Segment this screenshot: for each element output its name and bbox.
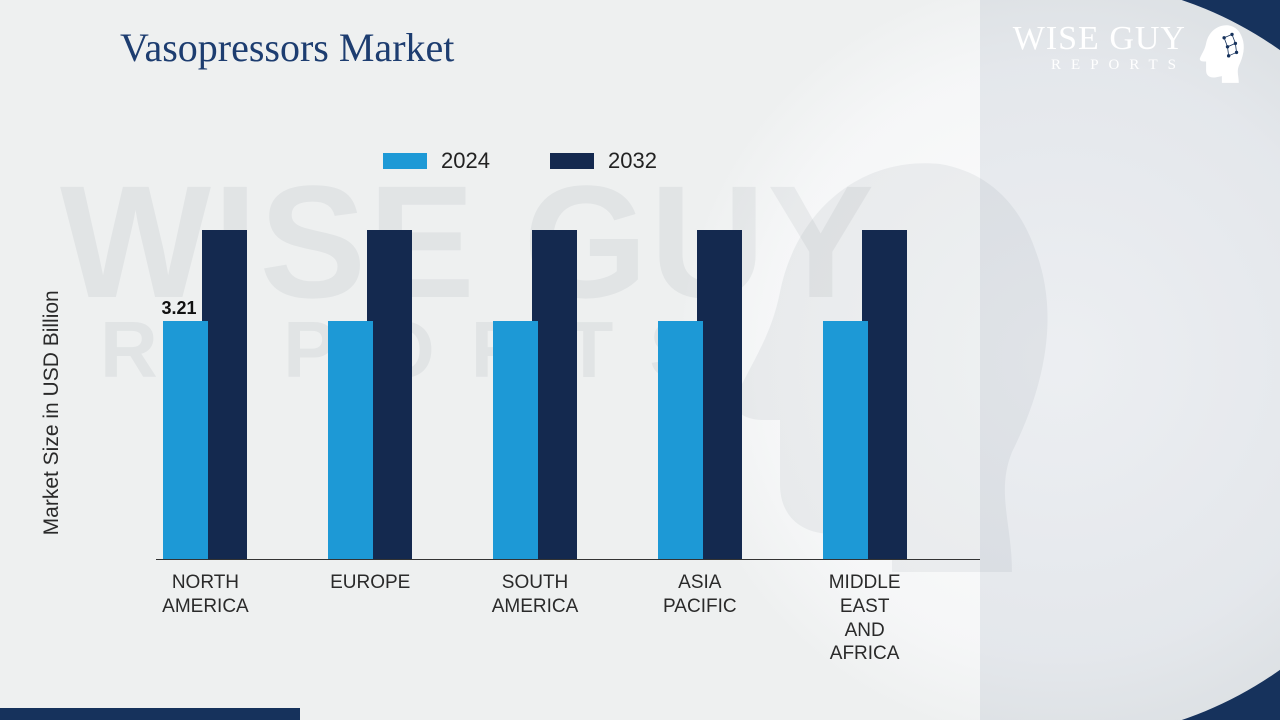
legend-swatch-2024 xyxy=(383,153,427,169)
bar-group-sa xyxy=(485,230,585,559)
bar-group-mea xyxy=(815,230,915,559)
bar-2024-sa xyxy=(493,321,538,559)
x-label-eu: EUROPE xyxy=(295,571,445,595)
bar-2032-na xyxy=(202,230,247,559)
logo-head-icon xyxy=(1194,22,1252,84)
bar-group-na: 3.21 xyxy=(155,230,255,559)
bar-2032-sa xyxy=(532,230,577,559)
bar-2024-eu xyxy=(328,321,373,559)
logo-line2: REPORTS xyxy=(1051,58,1186,73)
x-label-mea: MIDDLEEASTANDAFRICA xyxy=(790,571,940,666)
bar-value-label: 3.21 xyxy=(161,298,196,319)
bar-2024-mea xyxy=(823,321,868,559)
x-label-sa: SOUTHAMERICA xyxy=(460,571,610,619)
bar-2032-ap xyxy=(697,230,742,559)
bar-group-ap xyxy=(650,230,750,559)
logo-line1: WISE GUY xyxy=(1013,22,1186,56)
bar-group-eu xyxy=(320,230,420,559)
legend-label-2032: 2032 xyxy=(608,148,657,174)
y-axis-label: Market Size in USD Billion xyxy=(40,290,64,535)
x-label-na: NORTHAMERICA xyxy=(130,571,280,619)
bar-2032-eu xyxy=(367,230,412,559)
legend: 2024 2032 xyxy=(60,148,980,174)
chart-title: Vasopressors Market xyxy=(120,24,454,71)
plot-area: 3.21 xyxy=(156,190,980,560)
brand-logo: WISE GUY REPORTS xyxy=(1013,22,1252,84)
bar-2024-na: 3.21 xyxy=(163,321,208,559)
legend-item-2032: 2032 xyxy=(550,148,657,174)
bar-2032-mea xyxy=(862,230,907,559)
chart-region: Market Size in USD Billion 2024 2032 3.2… xyxy=(60,150,980,690)
bottom-strip xyxy=(0,708,300,720)
legend-item-2024: 2024 xyxy=(383,148,490,174)
x-label-ap: ASIAPACIFIC xyxy=(625,571,775,619)
legend-label-2024: 2024 xyxy=(441,148,490,174)
legend-swatch-2032 xyxy=(550,153,594,169)
chart-canvas: WISE GUY REPORTS WISE GUY REPORTS Vasopr… xyxy=(0,0,1280,720)
x-axis-labels: NORTHAMERICAEUROPESOUTHAMERICAASIAPACIFI… xyxy=(156,565,980,690)
bar-2024-ap xyxy=(658,321,703,559)
